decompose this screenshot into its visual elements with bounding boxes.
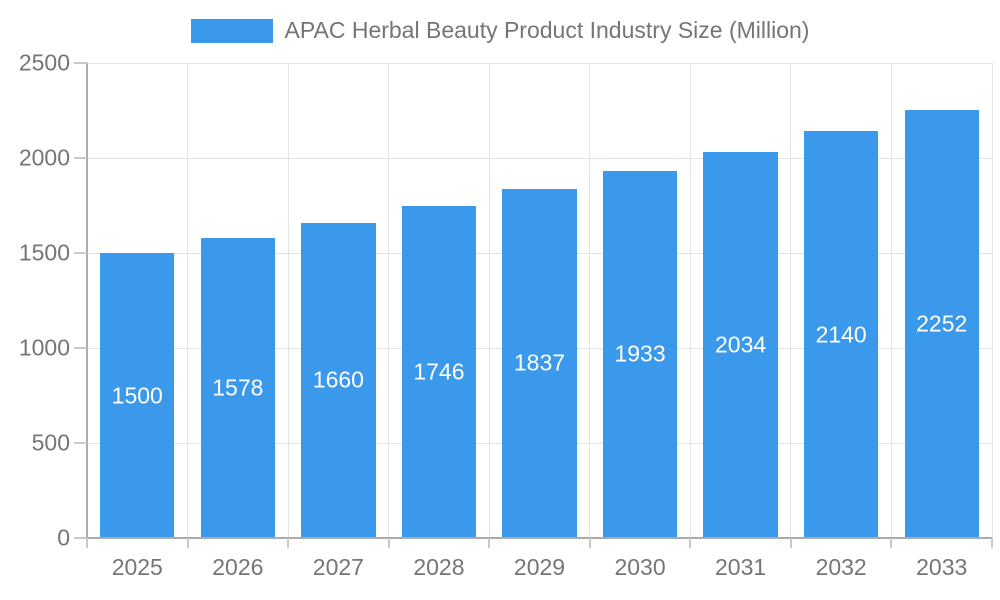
y-tick — [74, 157, 87, 159]
bar-2025: 1500 — [100, 253, 175, 538]
x-gridline — [388, 63, 390, 538]
x-tick — [689, 538, 692, 548]
bar-2030: 1933 — [602, 170, 678, 538]
x-axis-tick-label: 2029 — [513, 554, 566, 580]
y-axis-tick-label: 2500 — [18, 49, 70, 76]
y-tick — [74, 347, 87, 349]
x-axis-tick-label: 2032 — [815, 554, 867, 580]
x-tick — [86, 538, 88, 548]
x-gridline — [991, 63, 993, 538]
bar-2033: 2252 — [904, 110, 979, 538]
y-tick — [74, 442, 87, 444]
x-gridline — [187, 63, 189, 538]
bar-2028: 1746 — [401, 206, 477, 538]
x-tick — [789, 538, 792, 548]
x-tick — [387, 538, 390, 548]
bar-value-label: 1500 — [111, 382, 163, 408]
plot-area: 0 500 1000 1500 2000 2500 1500 2025 1578 2026 1660… — [19, 50, 993, 580]
bar-2026: 1578 — [200, 238, 276, 538]
x-tick — [588, 538, 591, 548]
x-tick — [890, 538, 893, 548]
bar-2032: 2140 — [803, 131, 879, 538]
y-axis-tick-label: 0 — [57, 524, 70, 551]
y-axis-tick-label: 2000 — [18, 144, 70, 171]
y-axis-line — [86, 63, 88, 538]
x-tick — [991, 538, 993, 548]
x-gridline — [589, 63, 591, 538]
y-tick — [74, 252, 87, 254]
x-axis-tick-label: 2026 — [212, 554, 264, 580]
x-axis-tick-label: 2030 — [614, 554, 666, 580]
x-gridline — [287, 63, 289, 538]
bar-value-label: 1660 — [312, 366, 364, 393]
legend: APAC Herbal Beauty Product Industry Size… — [0, 17, 1000, 44]
x-tick — [186, 538, 189, 548]
bar-value-label: 1578 — [212, 374, 264, 401]
bar-value-label: 2140 — [815, 321, 867, 348]
y-tick — [74, 537, 87, 539]
y-gridline — [87, 62, 992, 64]
bar-value-label: 1746 — [413, 358, 465, 385]
x-gridline — [488, 63, 490, 538]
y-gridline — [87, 157, 992, 159]
y-tick — [74, 62, 87, 64]
x-axis-tick-label: 2025 — [111, 554, 163, 580]
x-axis-line — [87, 537, 992, 539]
legend-item[interactable]: APAC Herbal Beauty Product Industry Size… — [190, 17, 810, 44]
x-tick — [287, 538, 290, 548]
bar-2027: 1660 — [301, 222, 376, 538]
bar-2031: 2034 — [703, 151, 778, 538]
bar-value-label: 2034 — [715, 331, 767, 358]
x-gridline — [790, 63, 792, 538]
legend-label: APAC Herbal Beauty Product Industry Size… — [284, 17, 810, 43]
x-tick — [488, 538, 491, 548]
x-axis-tick-label: 2031 — [715, 554, 767, 580]
bar-value-label: 1933 — [614, 340, 666, 367]
x-gridline — [689, 63, 691, 538]
bar-value-label: 1837 — [513, 349, 566, 376]
y-axis-tick-label: 500 — [31, 429, 70, 456]
legend-swatch-icon — [190, 18, 273, 43]
y-axis-tick-label: 1000 — [18, 334, 70, 361]
bar-2029: 1837 — [502, 188, 577, 538]
bar-value-label: 2252 — [916, 310, 968, 337]
x-axis-tick-label: 2028 — [413, 554, 465, 580]
y-axis-tick-label: 1500 — [18, 239, 70, 266]
x-axis-tick-label: 2027 — [312, 554, 364, 580]
x-gridline — [890, 63, 892, 538]
x-axis-tick-label: 2033 — [916, 554, 968, 580]
